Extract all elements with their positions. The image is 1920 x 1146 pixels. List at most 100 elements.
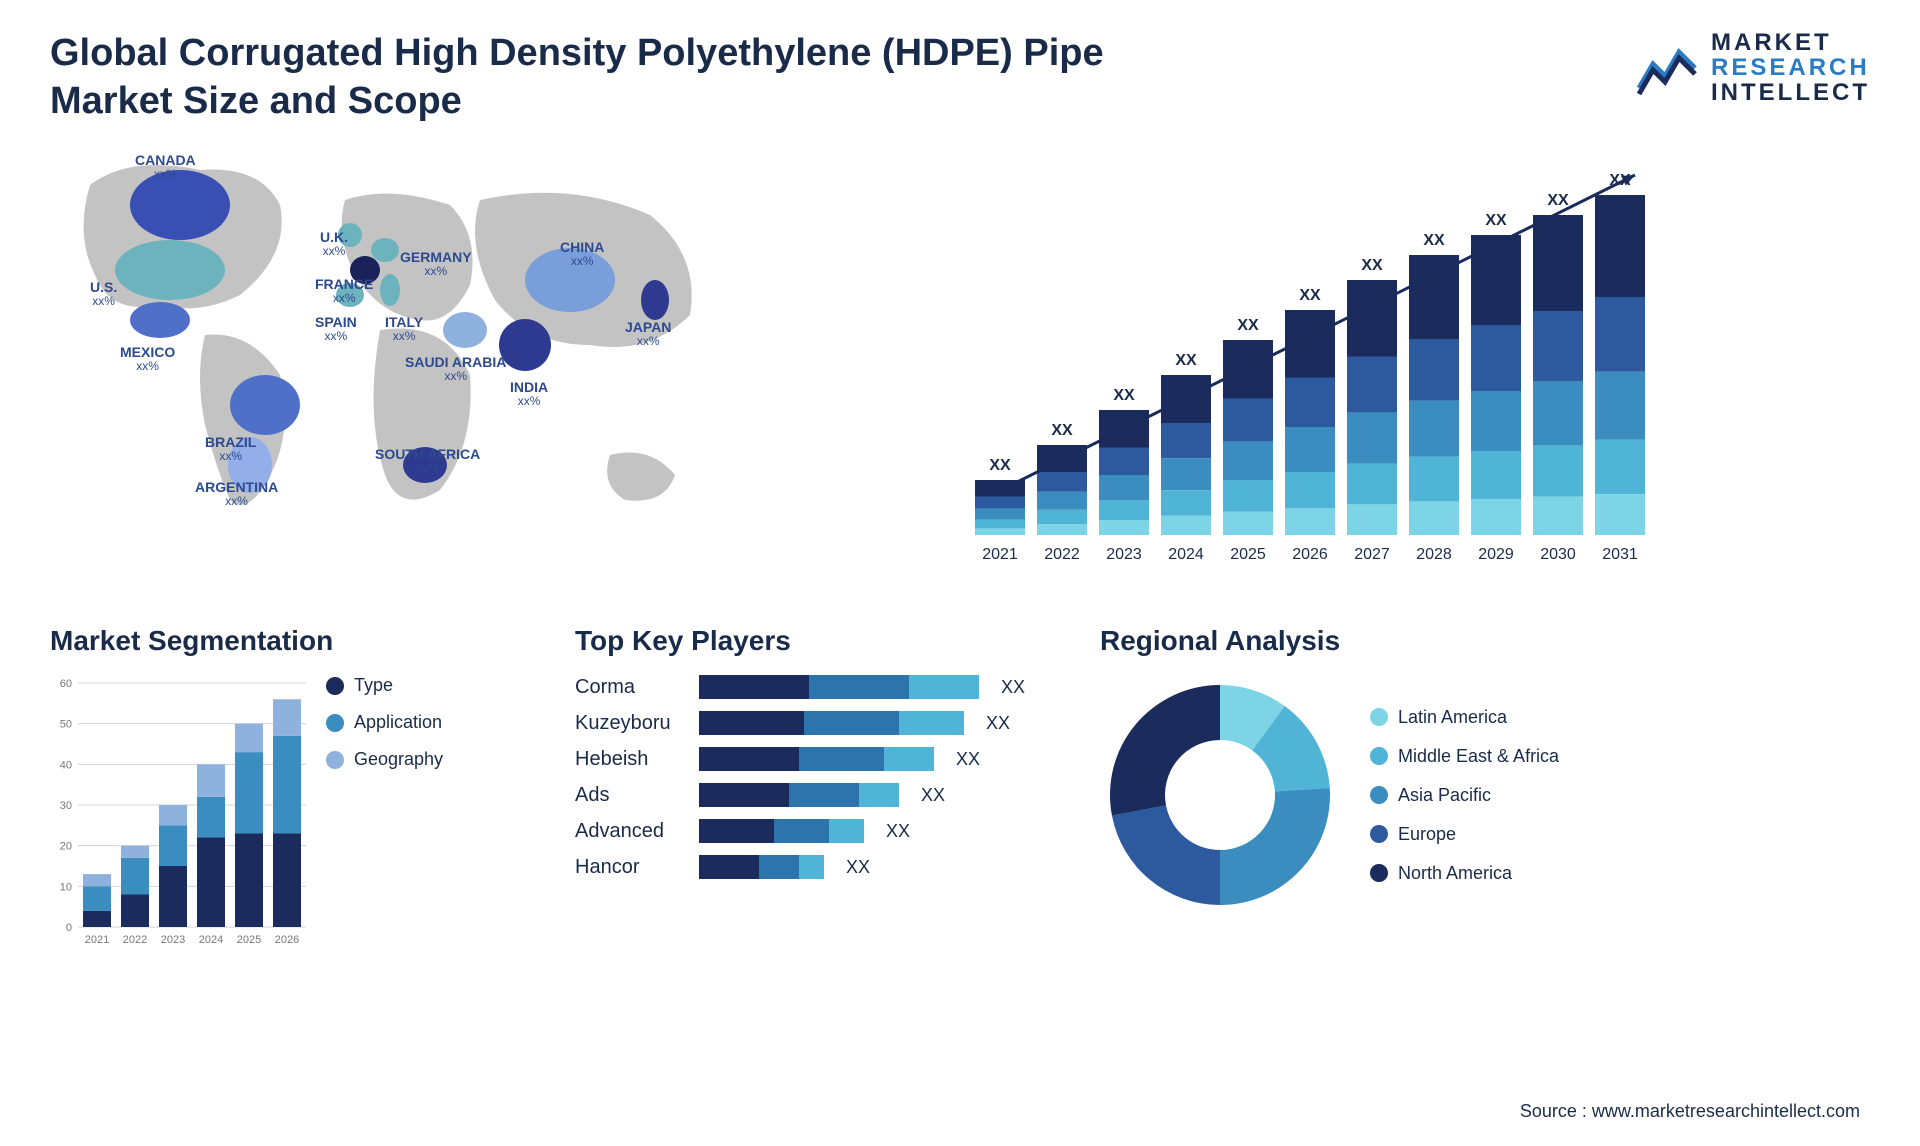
legend-label: Application [354, 712, 442, 733]
player-name: Hebeish [575, 748, 685, 771]
svg-text:30: 30 [60, 800, 72, 812]
country-label-canada: CANADAxx% [135, 153, 196, 182]
svg-text:2021: 2021 [85, 934, 109, 946]
country-label-italy: ITALYxx% [385, 315, 423, 344]
swatch [1370, 708, 1388, 726]
player-bar [699, 855, 824, 879]
players-title: Top Key Players [575, 625, 1055, 657]
logo-icon [1635, 40, 1699, 96]
segmentation-panel: Market Segmentation 01020304050602021202… [50, 625, 530, 955]
seg-legend-geography: Geography [326, 749, 443, 770]
player-name: Hancor [575, 856, 685, 879]
svg-text:2027: 2027 [1354, 546, 1390, 563]
player-row-hebeish: Hebeish XX [575, 747, 1055, 771]
swatch [1370, 786, 1388, 804]
svg-text:2031: 2031 [1602, 546, 1638, 563]
player-value: XX [921, 785, 945, 806]
svg-text:2024: 2024 [199, 934, 223, 946]
legend-label: Asia Pacific [1398, 785, 1491, 806]
segmentation-chart: 0102030405060202120222023202420252026 [50, 675, 310, 955]
player-bar [699, 783, 899, 807]
bottom-sections: Market Segmentation 01020304050602021202… [50, 625, 1870, 955]
region-legend-asia-pacific: Asia Pacific [1370, 785, 1559, 806]
seg-legend-type: Type [326, 675, 443, 696]
country-label-south-africa: SOUTH AFRICAxx% [375, 447, 480, 476]
logo-line3: INTELLECT [1711, 80, 1870, 105]
segmentation-title: Market Segmentation [50, 625, 530, 657]
player-bar [699, 747, 934, 771]
players-list: CormaXXKuzeyboruXXHebeishXXAdsXXAdvanced… [575, 675, 1055, 879]
region-legend-europe: Europe [1370, 824, 1559, 845]
player-row-ads: Ads XX [575, 783, 1055, 807]
player-row-advanced: AdvancedXX [575, 819, 1055, 843]
svg-text:XX: XX [1485, 212, 1507, 229]
growth-bar-panel: XX2021XX2022XX2023XX2024XX2025XX2026XX20… [760, 145, 1870, 580]
legend-label: Geography [354, 749, 443, 770]
svg-text:XX: XX [989, 457, 1011, 474]
swatch [1370, 747, 1388, 765]
svg-text:XX: XX [1361, 257, 1383, 274]
players-panel: Top Key Players CormaXXKuzeyboruXXHebeis… [575, 625, 1055, 879]
player-value: XX [886, 821, 910, 842]
regional-title: Regional Analysis [1100, 625, 1870, 657]
svg-text:2025: 2025 [237, 934, 261, 946]
swatch [1370, 864, 1388, 882]
player-value: XX [986, 713, 1010, 734]
country-label-brazil: BRAZILxx% [205, 435, 256, 464]
svg-text:20: 20 [60, 841, 72, 853]
svg-text:2026: 2026 [1292, 546, 1328, 563]
region-legend-north-america: North America [1370, 863, 1559, 884]
logo-line1: MARKET [1711, 30, 1870, 55]
page-title: Global Corrugated High Density Polyethyl… [50, 30, 1150, 125]
player-bar [699, 819, 864, 843]
country-label-france: FRANCExx% [315, 277, 373, 306]
svg-text:XX: XX [1547, 192, 1569, 209]
svg-text:2029: 2029 [1478, 546, 1514, 563]
player-row-hancor: HancorXX [575, 855, 1055, 879]
swatch [326, 677, 344, 695]
seg-legend-application: Application [326, 712, 443, 733]
player-value: XX [956, 749, 980, 770]
swatch [1370, 825, 1388, 843]
regional-legend: Latin America Middle East & Africa Asia Pa… [1370, 707, 1559, 884]
legend-label: Middle East & Africa [1398, 746, 1559, 767]
svg-text:2022: 2022 [1044, 546, 1080, 563]
player-bar [699, 711, 964, 735]
svg-text:2030: 2030 [1540, 546, 1576, 563]
country-label-u-k-: U.K.xx% [320, 230, 348, 259]
growth-bar-chart: XX2021XX2022XX2023XX2024XX2025XX2026XX20… [760, 155, 1870, 575]
svg-text:2022: 2022 [123, 934, 147, 946]
player-name: Ads [575, 784, 685, 807]
svg-text:2023: 2023 [1106, 546, 1142, 563]
svg-text:XX: XX [1051, 422, 1073, 439]
svg-text:2025: 2025 [1230, 546, 1266, 563]
country-label-saudi-arabia: SAUDI ARABIAxx% [405, 355, 506, 384]
source-label: Source : www.marketresearchintellect.com [1520, 1101, 1860, 1122]
legend-label: Europe [1398, 824, 1456, 845]
country-label-japan: JAPANxx% [625, 320, 671, 349]
country-label-germany: GERMANYxx% [400, 250, 472, 279]
country-label-india: INDIAxx% [510, 380, 548, 409]
region-legend-latin-america: Latin America [1370, 707, 1559, 728]
legend-label: North America [1398, 863, 1512, 884]
logo-text: MARKET RESEARCH INTELLECT [1711, 30, 1870, 106]
svg-text:40: 40 [60, 759, 72, 771]
svg-text:10: 10 [60, 881, 72, 893]
legend-label: Latin America [1398, 707, 1507, 728]
logo-line2: RESEARCH [1711, 55, 1870, 80]
svg-text:XX: XX [1299, 287, 1321, 304]
player-name: Kuzeyboru [575, 712, 685, 735]
svg-text:2023: 2023 [161, 934, 185, 946]
region-legend-middle-east-africa: Middle East & Africa [1370, 746, 1559, 767]
player-row-kuzeyboru: Kuzeyboru XX [575, 711, 1055, 735]
logo: MARKET RESEARCH INTELLECT [1635, 30, 1870, 106]
swatch [326, 751, 344, 769]
player-row-corma: Corma XX [575, 675, 1055, 699]
player-value: XX [1001, 677, 1025, 698]
header: Global Corrugated High Density Polyethyl… [50, 30, 1870, 125]
svg-text:2026: 2026 [275, 934, 299, 946]
svg-text:XX: XX [1237, 317, 1259, 334]
top-row: CANADAxx%U.S.xx%MEXICOxx%BRAZILxx%ARGENT… [50, 145, 1870, 580]
svg-text:2021: 2021 [982, 546, 1018, 563]
player-name: Corma [575, 676, 685, 699]
